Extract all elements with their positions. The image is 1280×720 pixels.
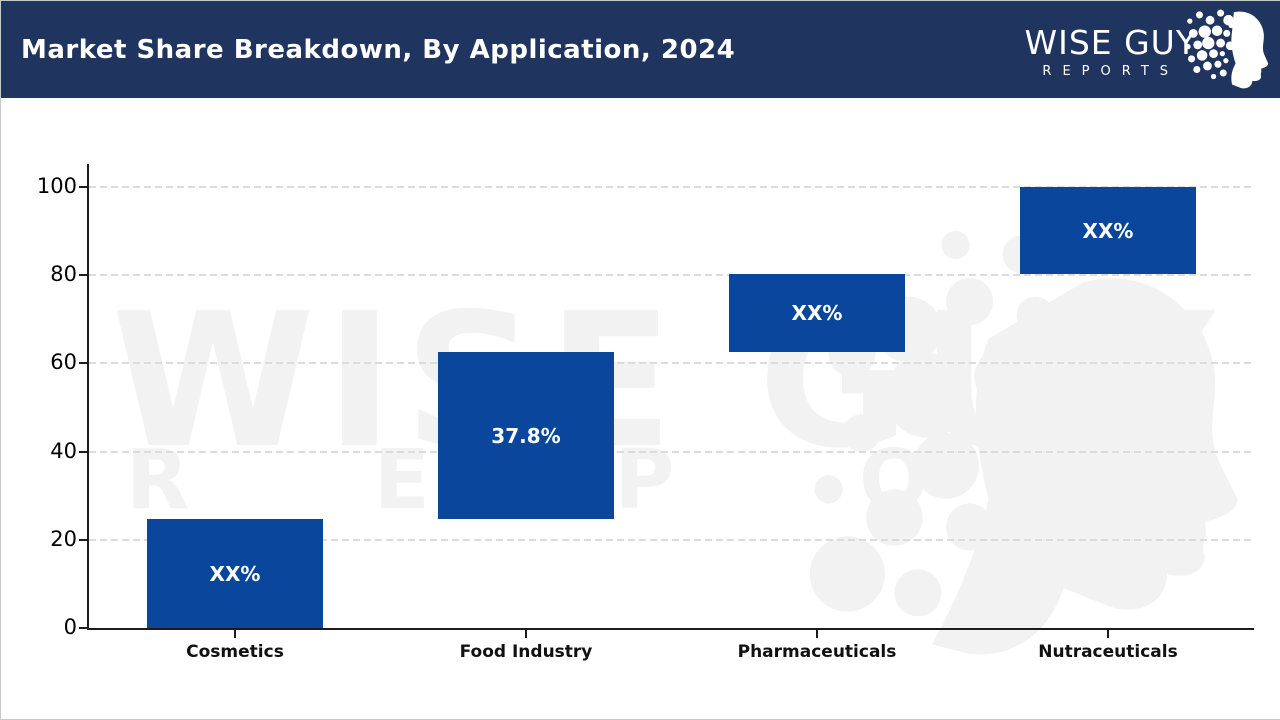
gridline xyxy=(89,186,1254,188)
y-tick-mark xyxy=(79,362,87,365)
watermark-face-icon xyxy=(809,230,1238,655)
y-tick-label: 20 xyxy=(50,526,77,551)
gridline xyxy=(89,274,1254,277)
y-tick-label: 60 xyxy=(50,350,77,375)
bar-segment: 37.8% xyxy=(438,352,614,519)
y-tick-label: 100 xyxy=(36,174,77,198)
chart-canvas: WISE GUY R E P O R T S 020406080100XX%Co… xyxy=(1,98,1280,719)
bar-value-label: XX% xyxy=(209,561,261,586)
x-axis-label: Nutraceuticals xyxy=(1038,642,1178,662)
x-tick-mark xyxy=(525,630,527,638)
y-axis-line xyxy=(87,164,89,630)
y-tick-label: 40 xyxy=(50,438,77,463)
brand-subtitle: REPORTS xyxy=(1042,64,1180,79)
x-axis-label: Food Industry xyxy=(459,642,593,662)
x-tick-mark xyxy=(816,630,818,638)
y-tick-mark xyxy=(79,450,87,453)
x-tick-mark xyxy=(1107,630,1109,638)
x-axis-line xyxy=(87,628,1254,630)
y-tick-mark xyxy=(79,186,87,188)
gridline xyxy=(89,450,1254,453)
brand-logo: WISE GUY REPORTS xyxy=(1019,1,1269,98)
bar-value-label: 37.8% xyxy=(491,423,561,448)
x-axis-label: Cosmetics xyxy=(186,642,284,662)
bar-value-label: XX% xyxy=(791,301,843,325)
bar-segment: XX% xyxy=(1020,187,1196,274)
y-tick-label: 0 xyxy=(63,615,77,639)
y-tick-label: 80 xyxy=(50,262,77,287)
x-axis-label: Pharmaceuticals xyxy=(737,642,897,662)
page-title: Market Share Breakdown, By Application, … xyxy=(21,34,736,65)
brand-name: WISE GUY xyxy=(1024,23,1197,62)
x-tick-mark xyxy=(234,630,236,638)
header: Market Share Breakdown, By Application, … xyxy=(1,1,1280,98)
y-tick-mark xyxy=(79,274,87,277)
gridline xyxy=(89,538,1254,541)
y-tick-mark xyxy=(79,627,87,629)
brand-logo-text: WISE GUY REPORTS xyxy=(1024,23,1197,79)
bar-segment: XX% xyxy=(147,519,323,628)
bar-value-label: XX% xyxy=(1082,218,1134,243)
brand-face-icon xyxy=(1185,9,1269,89)
gridline xyxy=(89,362,1254,365)
y-tick-mark xyxy=(79,538,87,541)
bar-segment: XX% xyxy=(729,274,905,352)
